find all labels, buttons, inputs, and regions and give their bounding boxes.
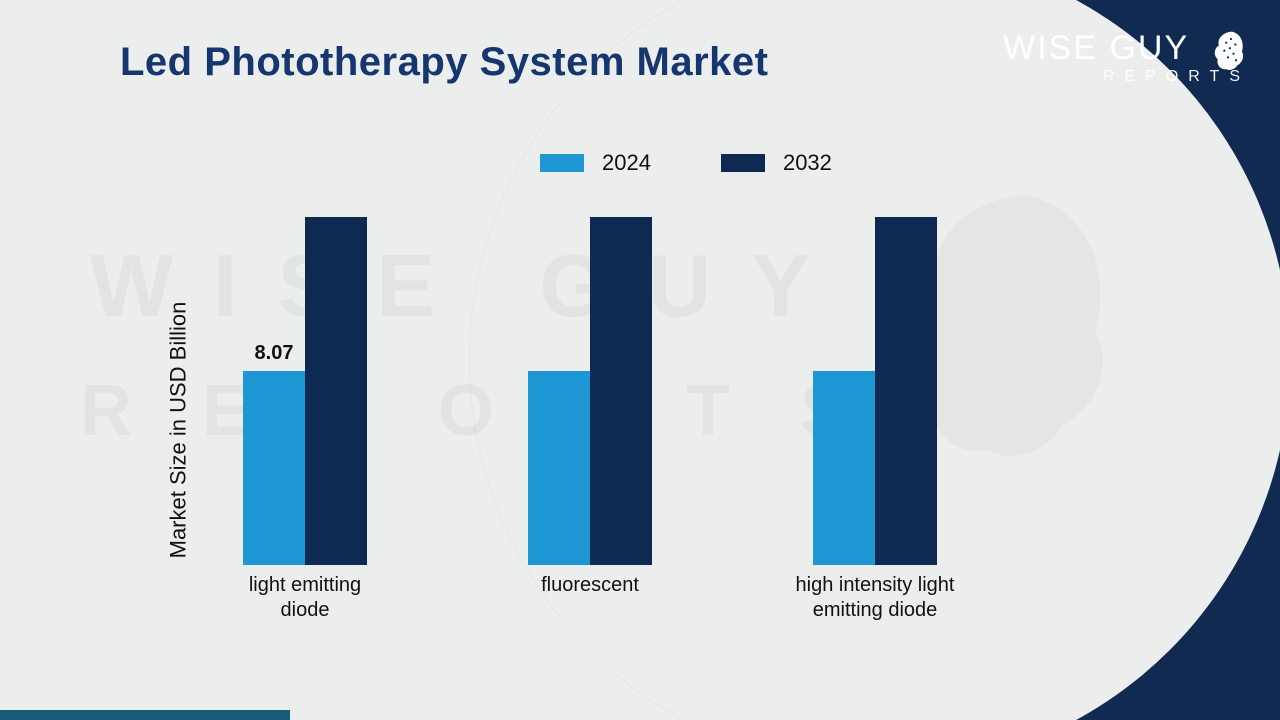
legend-item: 2032 [721, 150, 832, 176]
bar-group: high intensity light emitting diode [790, 217, 960, 565]
bar-value-label: 8.07 [255, 342, 294, 365]
bar [305, 217, 367, 565]
brand-name-top: WISE GUY [1003, 28, 1250, 72]
legend-swatch [540, 154, 584, 172]
legend-label: 2024 [602, 150, 651, 176]
legend-swatch [721, 154, 765, 172]
page-root: WISE GUY REPORTS Led Phototherapy System… [0, 0, 1280, 720]
chart-plot-area: 8.07light emitting diodefluorescenthigh … [160, 205, 940, 565]
bar-group: fluorescent [505, 217, 675, 565]
legend-label: 2032 [783, 150, 832, 176]
category-label: fluorescent [510, 573, 670, 598]
chart-legend: 2024 2032 [540, 150, 832, 176]
chart-container: Market Size in USD Billion 20242032 8.07… [60, 150, 940, 710]
brand-logo: WISE GUY REPORTS [1003, 28, 1250, 86]
bottom-accent-bar [0, 710, 290, 720]
brand-top-text: WISE GUY [1003, 29, 1188, 67]
bar [528, 371, 590, 565]
legend-item: 2024 [540, 150, 651, 176]
brand-head-icon [1206, 28, 1250, 72]
bar [243, 371, 305, 565]
category-label: light emitting diode [225, 573, 385, 623]
bar [813, 371, 875, 565]
bar-group: 8.07light emitting diode [220, 217, 390, 565]
bar [590, 217, 652, 565]
brand-name-bottom: REPORTS [1003, 68, 1250, 86]
bar [875, 217, 937, 565]
category-label: high intensity light emitting diode [795, 573, 955, 623]
chart-title: Led Phototherapy System Market [120, 40, 769, 85]
